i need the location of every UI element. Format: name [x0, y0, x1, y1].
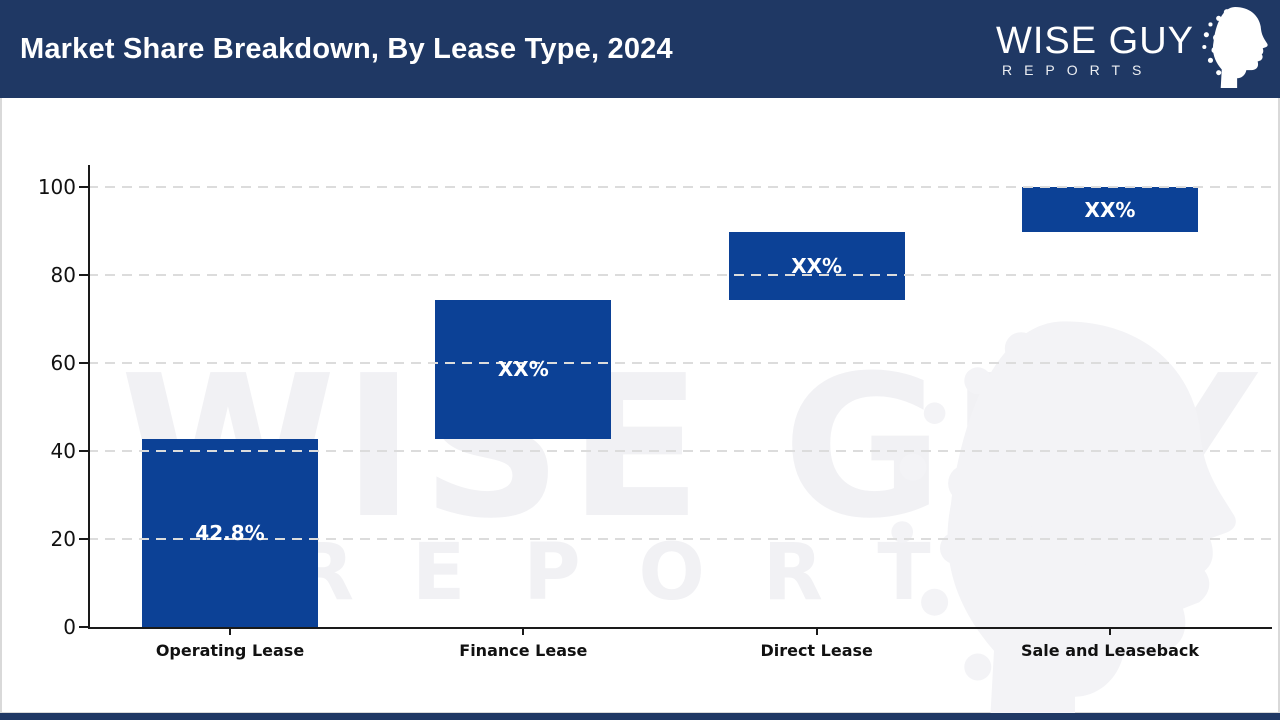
watermark-face-icon	[858, 316, 1238, 720]
header: Market Share Breakdown, By Lease Type, 2…	[0, 0, 1280, 98]
watermark-reports-text: REPORTS	[294, 528, 1103, 618]
brand-name: WISE GUY	[995, 20, 1194, 63]
brand-logo: WISE GUY REPORTS	[996, 6, 1268, 92]
footer-bar	[0, 713, 1280, 720]
wise-guy-face-icon	[1196, 6, 1268, 92]
brand-subname: REPORTS	[1001, 61, 1154, 78]
chart-area: WISE GUY REPORTS	[0, 98, 1280, 720]
brand-logo-text: WISE GUY REPORTS	[995, 20, 1194, 78]
page-title: Market Share Breakdown, By Lease Type, 2…	[20, 32, 673, 65]
